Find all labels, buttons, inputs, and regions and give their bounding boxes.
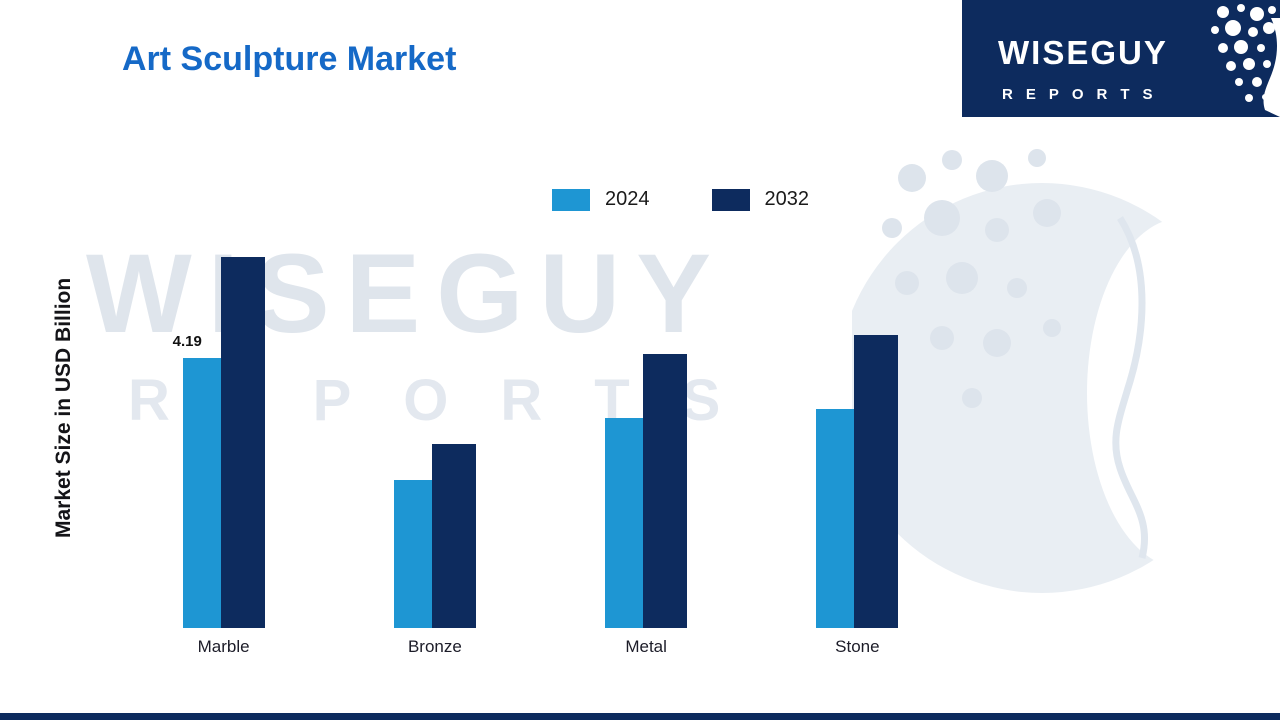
- brand-name: WISEGUY: [998, 34, 1168, 71]
- legend-swatch-2024: [552, 188, 590, 211]
- bar-value-label: 4.19: [172, 333, 202, 350]
- category-label-stone: Stone: [835, 637, 880, 656]
- chart-area: 4.19 Marble Bronze Metal Stone: [118, 238, 963, 656]
- bar-bronze-2024: [393, 480, 432, 628]
- watermark-brand-text: WISEGUY: [86, 231, 727, 356]
- category-label-marble: Marble: [197, 637, 250, 656]
- page-title: Art Sculpture Market: [122, 40, 457, 78]
- brand-face-icon: [1211, 4, 1280, 117]
- bar-group-marble: 4.19 Marble: [173, 257, 265, 656]
- bar-bronze-2032: [431, 444, 476, 628]
- legend-swatch-2032: [711, 188, 750, 211]
- category-label-bronze: Bronze: [407, 637, 462, 656]
- legend-item-2032: 2032: [711, 188, 810, 211]
- bottom-accent-bar: [0, 713, 1280, 720]
- bar-metal-2024: [605, 418, 644, 628]
- bar-groups: 4.19 Marble Bronze Metal Stone: [118, 238, 963, 656]
- bar-metal-2032: [643, 354, 688, 628]
- watermark-face-graphic: [852, 149, 1212, 593]
- bar-marble-2024: 4.19: [173, 333, 221, 628]
- legend-label-2024: 2024: [605, 188, 650, 210]
- category-label-metal: Metal: [625, 637, 667, 656]
- brand-sub: REPORTS: [1002, 86, 1166, 103]
- legend-label-2032: 2032: [764, 188, 810, 210]
- brand-banner: WISEGUY REPORTS: [962, 0, 1280, 117]
- bar-group-metal: Metal: [605, 354, 688, 656]
- y-axis-label: Market Size in USD Billion: [52, 277, 75, 539]
- bar-stone-2032: [854, 335, 899, 628]
- bar-group-stone: Stone: [816, 335, 899, 656]
- chart-legend: 2024 2032: [552, 188, 809, 211]
- bar-marble-2032: [220, 257, 265, 628]
- bar-group-bronze: Bronze: [393, 444, 476, 656]
- legend-item-2024: 2024: [552, 188, 650, 211]
- bar-stone-2024: [816, 409, 855, 628]
